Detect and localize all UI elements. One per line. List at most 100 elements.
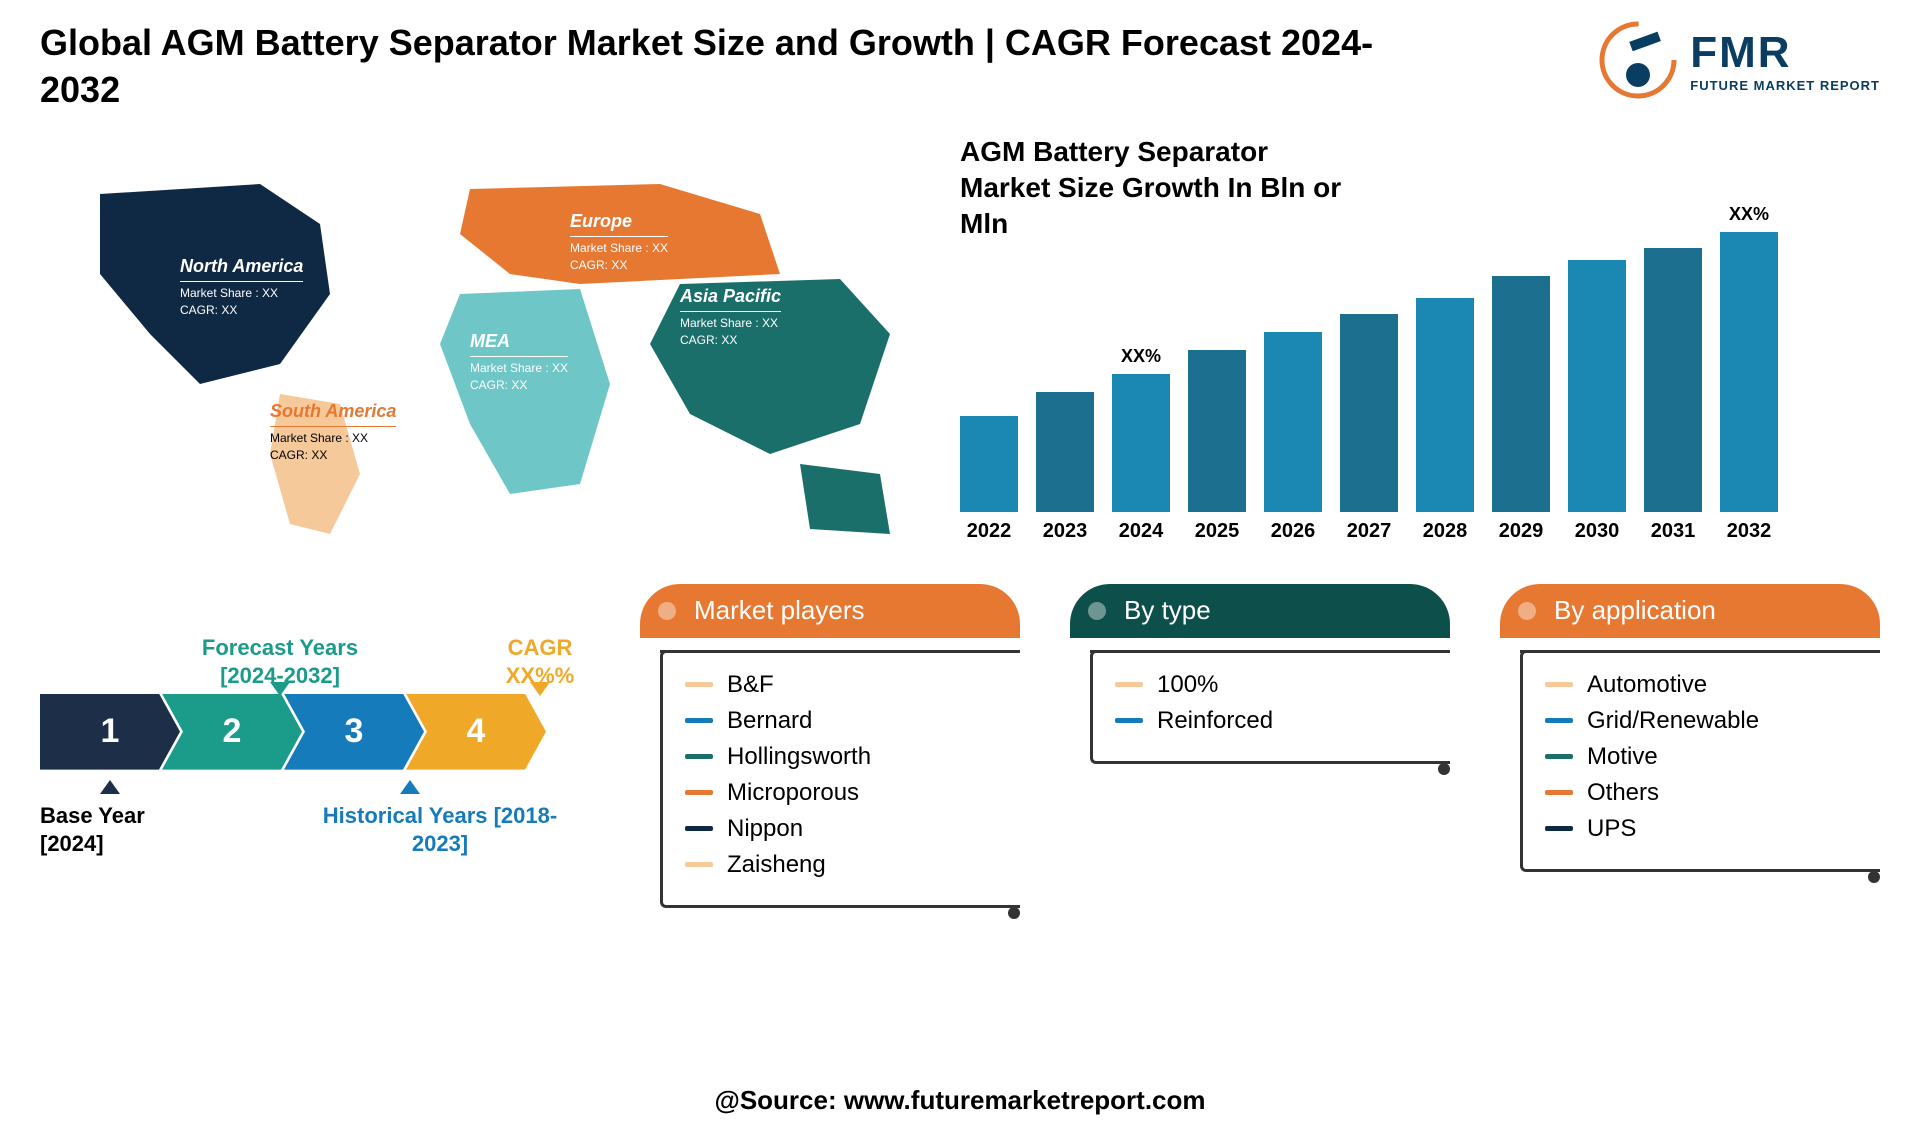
bar	[1416, 298, 1474, 512]
world-map: North America Market Share : XX CAGR: XX…	[40, 134, 920, 554]
dash-icon	[685, 754, 713, 759]
dash-icon	[685, 790, 713, 795]
region-mea-label: MEA Market Share : XX CAGR: XX	[470, 329, 568, 394]
bar-xlabel: 2027	[1347, 520, 1392, 543]
bar-xlabel: 2025	[1195, 520, 1240, 543]
bar	[1568, 260, 1626, 512]
list-item-text: 100%	[1157, 671, 1218, 699]
bar	[1036, 392, 1094, 512]
list-item-text: Hollingsworth	[727, 743, 871, 771]
list-item: Automotive	[1545, 671, 1880, 699]
list-item-text: Microporous	[727, 779, 859, 807]
bullet-icon	[658, 602, 676, 620]
bar-group: 2029	[1492, 276, 1550, 543]
dash-icon	[1115, 718, 1143, 723]
bar-group: 2030	[1568, 260, 1626, 543]
list-header: Market players	[640, 584, 1020, 638]
list-item-text: Zaisheng	[727, 851, 826, 879]
timeline-historical-label: Historical Years [2018-2023]	[320, 802, 560, 859]
timeline-base-label: Base Year [2024]	[40, 802, 200, 859]
list-bracket: Automotive Grid/Renewable Motive Others UPS	[1520, 650, 1880, 872]
list-item: Nippon	[685, 815, 1020, 843]
bar	[1492, 276, 1550, 512]
list-item-text: Automotive	[1587, 671, 1707, 699]
list-header: By application	[1500, 584, 1880, 638]
dash-icon	[685, 682, 713, 687]
bar-xlabel: 2026	[1271, 520, 1316, 543]
bar-xlabel: 2028	[1423, 520, 1468, 543]
bar	[1340, 314, 1398, 512]
bar-group: 2025	[1188, 350, 1246, 543]
list-item: 100%	[1115, 671, 1450, 699]
timeline-step: 4	[406, 694, 546, 770]
bar-xlabel: 2031	[1651, 520, 1696, 543]
dash-icon	[1545, 790, 1573, 795]
region-ap-label: Asia Pacific Market Share : XX CAGR: XX	[680, 284, 781, 349]
bar-group: 2027	[1340, 314, 1398, 543]
chart-title: AGM Battery Separator Market Size Growth…	[960, 134, 1360, 243]
bar-xlabel: 2023	[1043, 520, 1088, 543]
bar-group: XX%2032	[1720, 232, 1778, 543]
list-item: UPS	[1545, 815, 1880, 843]
dash-icon	[1545, 682, 1573, 687]
bar-group: 2031	[1644, 248, 1702, 543]
bar-annot: XX%	[1729, 204, 1769, 225]
dash-icon	[1545, 754, 1573, 759]
source-credit: @Source: www.futuremarketreport.com	[714, 1085, 1205, 1116]
bar	[960, 416, 1018, 512]
list-item-text: Nippon	[727, 815, 803, 843]
telescope-icon	[1598, 20, 1678, 100]
list-item: Zaisheng	[685, 851, 1020, 879]
list-header: By type	[1070, 584, 1450, 638]
bar-group: 2028	[1416, 298, 1474, 543]
bar	[1264, 332, 1322, 512]
bar: XX%	[1112, 374, 1170, 512]
down-arrow-icon	[400, 780, 420, 794]
list-item: Hollingsworth	[685, 743, 1020, 771]
list-header-text: By type	[1124, 595, 1211, 626]
bar-xlabel: 2032	[1727, 520, 1772, 543]
list-item: Motive	[1545, 743, 1880, 771]
bar-xlabel: 2029	[1499, 520, 1544, 543]
list-item-text: UPS	[1587, 815, 1636, 843]
bar-group: 2022	[960, 416, 1018, 543]
bar	[1188, 350, 1246, 512]
list-item-text: Motive	[1587, 743, 1658, 771]
bar-group: XX%2024	[1112, 374, 1170, 543]
dash-icon	[685, 862, 713, 867]
bar	[1644, 248, 1702, 512]
dash-icon	[1545, 718, 1573, 723]
list-item: Microporous	[685, 779, 1020, 807]
bar-group: 2023	[1036, 392, 1094, 543]
list-block: By type 100% Reinforced	[1070, 584, 1450, 908]
timeline-step: 2	[162, 694, 302, 770]
bar-group: 2026	[1264, 332, 1322, 543]
dash-icon	[685, 718, 713, 723]
list-bracket: B&F Bernard Hollingsworth Microporous Nippon…	[660, 650, 1020, 908]
bar-xlabel: 2022	[967, 520, 1012, 543]
brand-logo: FMR FUTURE MARKET REPORT	[1598, 20, 1880, 100]
list-block: Market players B&F Bernard Hollingsworth Mic…	[640, 584, 1020, 908]
list-item: Grid/Renewable	[1545, 707, 1880, 735]
list-item: Reinforced	[1115, 707, 1450, 735]
bar-annot: XX%	[1121, 346, 1161, 367]
timeline-step: 3	[284, 694, 424, 770]
bar-chart: AGM Battery Separator Market Size Growth…	[960, 134, 1880, 554]
bullet-icon	[1518, 602, 1536, 620]
list-item-text: Bernard	[727, 707, 812, 735]
list-header-text: By application	[1554, 595, 1716, 626]
logo-main: FMR	[1690, 28, 1880, 78]
region-na-label: North America Market Share : XX CAGR: XX	[180, 254, 303, 319]
list-item: Bernard	[685, 707, 1020, 735]
timeline: Forecast Years [2024-2032] CAGR XX%% 123…	[40, 584, 600, 880]
region-eu-label: Europe Market Share : XX CAGR: XX	[570, 209, 668, 274]
dash-icon	[685, 826, 713, 831]
bullet-icon	[1088, 602, 1106, 620]
list-item-text: B&F	[727, 671, 774, 699]
list-item: B&F	[685, 671, 1020, 699]
list-item-text: Reinforced	[1157, 707, 1273, 735]
list-item-text: Others	[1587, 779, 1659, 807]
page-title: Global AGM Battery Separator Market Size…	[40, 20, 1440, 114]
bar-xlabel: 2030	[1575, 520, 1620, 543]
list-block: By application Automotive Grid/Renewable Mo…	[1500, 584, 1880, 908]
